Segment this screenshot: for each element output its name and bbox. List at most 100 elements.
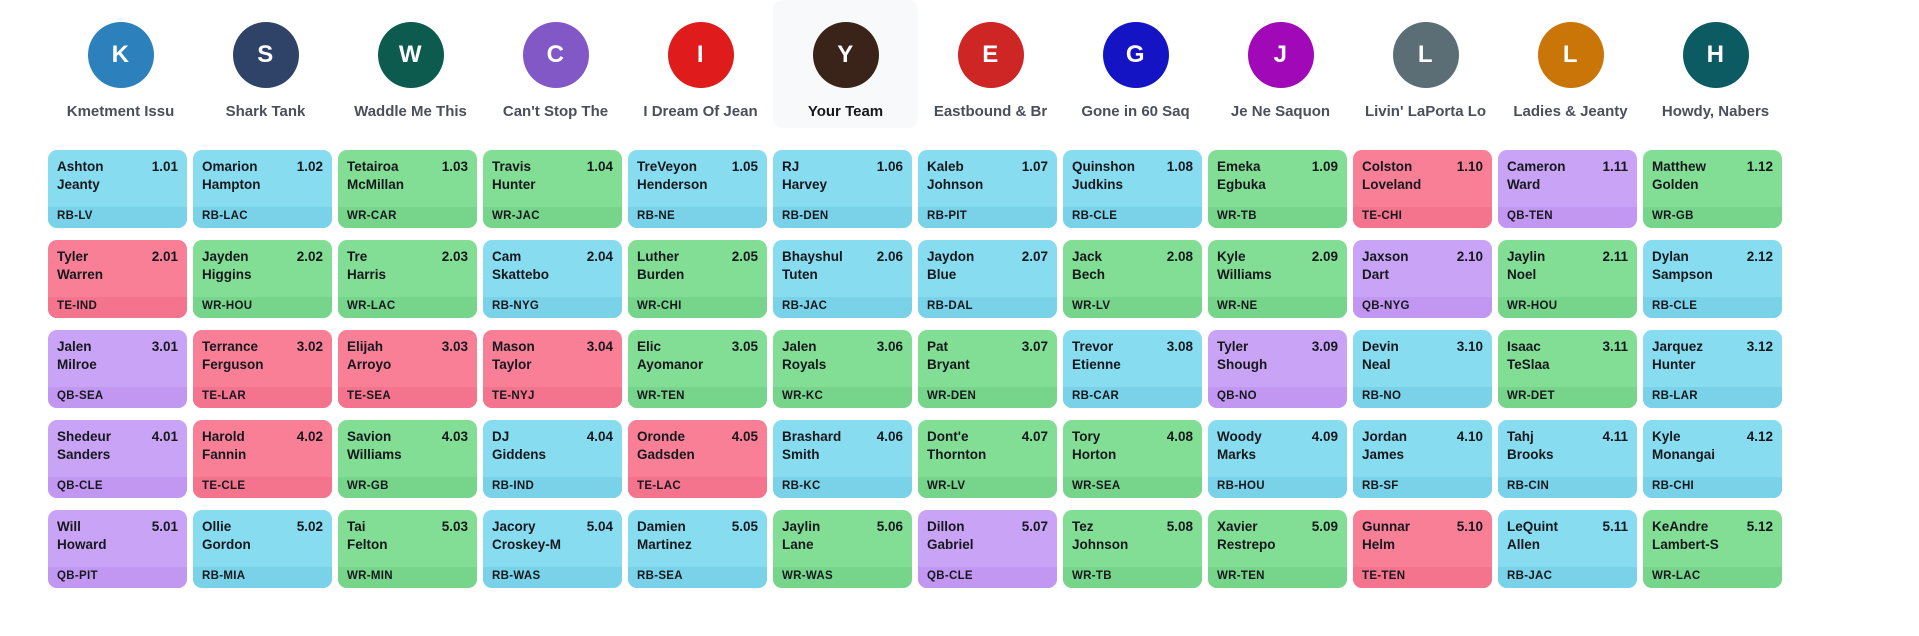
pick-cell[interactable]: Jacory 5.04 Croskey-M RB-WAS xyxy=(483,510,628,594)
pick-cell[interactable]: Ollie 5.02 Gordon RB-MIA xyxy=(193,510,338,594)
team-avatar[interactable]: L xyxy=(1537,22,1604,88)
pick-cell[interactable]: Bhayshul 2.06 Tuten RB-JAC xyxy=(773,240,918,324)
pick-cell[interactable]: Emeka 1.09 Egbuka WR-TB xyxy=(1208,150,1353,234)
pick-cell[interactable]: Tahj 4.11 Brooks RB-CIN xyxy=(1498,420,1643,504)
team-avatar[interactable]: L xyxy=(1392,22,1459,88)
pick-card[interactable]: Will 5.01 Howard QB-PIT xyxy=(48,510,187,588)
pick-cell[interactable]: Trevor 3.08 Etienne RB-CAR xyxy=(1063,330,1208,414)
pick-card[interactable]: Tyler 3.09 Shough QB-NO xyxy=(1208,330,1347,408)
pick-card[interactable]: Omarion 1.02 Hampton RB-LAC xyxy=(193,150,332,228)
team-column-9[interactable]: L Livin' LaPorta Lo xyxy=(1353,0,1498,128)
pick-cell[interactable]: Colston 1.10 Loveland TE-CHI xyxy=(1353,150,1498,234)
pick-card[interactable]: Trevor 3.08 Etienne RB-CAR xyxy=(1063,330,1202,408)
team-column-11[interactable]: H Howdy, Nabers xyxy=(1643,0,1788,128)
team-avatar[interactable]: Y xyxy=(812,22,879,88)
pick-card[interactable]: Cam 2.04 Skattebo RB-NYG xyxy=(483,240,622,318)
pick-card[interactable]: Tetairoa 1.03 McMillan WR-CAR xyxy=(338,150,477,228)
pick-cell[interactable]: Brashard 4.06 Smith RB-KC xyxy=(773,420,918,504)
pick-card[interactable]: Dillon 5.07 Gabriel QB-CLE xyxy=(918,510,1057,588)
pick-card[interactable]: Jayden 2.02 Higgins WR-HOU xyxy=(193,240,332,318)
pick-card[interactable]: Tory 4.08 Horton WR-SEA xyxy=(1063,420,1202,498)
team-avatar[interactable]: J xyxy=(1247,22,1314,88)
pick-cell[interactable]: Elic 3.05 Ayomanor WR-TEN xyxy=(628,330,773,414)
pick-cell[interactable]: Terrance 3.02 Ferguson TE-LAR xyxy=(193,330,338,414)
pick-cell[interactable]: Tre 2.03 Harris WR-LAC xyxy=(338,240,483,324)
team-column-0[interactable]: K Kmetment Issu xyxy=(48,0,193,128)
pick-card[interactable]: Tez 5.08 Johnson WR-TB xyxy=(1063,510,1202,588)
team-avatar[interactable]: E xyxy=(957,22,1024,88)
pick-card[interactable]: Damien 5.05 Martinez RB-SEA xyxy=(628,510,767,588)
pick-card[interactable]: Travis 1.04 Hunter WR-JAC xyxy=(483,150,622,228)
pick-card[interactable]: Pat 3.07 Bryant WR-DEN xyxy=(918,330,1057,408)
pick-cell[interactable]: Tetairoa 1.03 McMillan WR-CAR xyxy=(338,150,483,234)
team-column-10[interactable]: L Ladies & Jeanty xyxy=(1498,0,1643,128)
team-avatar[interactable]: G xyxy=(1102,22,1169,88)
team-avatar[interactable]: I xyxy=(667,22,734,88)
pick-card[interactable]: Harold 4.02 Fannin TE-CLE xyxy=(193,420,332,498)
pick-cell[interactable]: Cameron 1.11 Ward QB-TEN xyxy=(1498,150,1643,234)
pick-cell[interactable]: Ashton 1.01 Jeanty RB-LV xyxy=(48,150,193,234)
pick-cell[interactable]: LeQuint 5.11 Allen RB-JAC xyxy=(1498,510,1643,594)
team-avatar[interactable]: S xyxy=(232,22,299,88)
pick-card[interactable]: Tahj 4.11 Brooks RB-CIN xyxy=(1498,420,1637,498)
pick-card[interactable]: Matthew 1.12 Golden WR-GB xyxy=(1643,150,1782,228)
pick-cell[interactable]: Tory 4.08 Horton WR-SEA xyxy=(1063,420,1208,504)
pick-cell[interactable]: Cam 2.04 Skattebo RB-NYG xyxy=(483,240,628,324)
pick-card[interactable]: Tai 5.03 Felton WR-MIN xyxy=(338,510,477,588)
pick-cell[interactable]: Will 5.01 Howard QB-PIT xyxy=(48,510,193,594)
team-column-3[interactable]: C Can't Stop The xyxy=(483,0,628,128)
pick-cell[interactable]: Tyler 3.09 Shough QB-NO xyxy=(1208,330,1353,414)
pick-cell[interactable]: Pat 3.07 Bryant WR-DEN xyxy=(918,330,1063,414)
pick-cell[interactable]: Tyler 2.01 Warren TE-IND xyxy=(48,240,193,324)
pick-card[interactable]: Jordan 4.10 James RB-SF xyxy=(1353,420,1492,498)
pick-card[interactable]: Jarquez 3.12 Hunter RB-LAR xyxy=(1643,330,1782,408)
pick-cell[interactable]: TreVeyon 1.05 Henderson RB-NE xyxy=(628,150,773,234)
pick-card[interactable]: Luther 2.05 Burden WR-CHI xyxy=(628,240,767,318)
pick-card[interactable]: Elijah 3.03 Arroyo TE-SEA xyxy=(338,330,477,408)
pick-cell[interactable]: Savion 4.03 Williams WR-GB xyxy=(338,420,483,504)
pick-card[interactable]: Jack 2.08 Bech WR-LV xyxy=(1063,240,1202,318)
pick-card[interactable]: Savion 4.03 Williams WR-GB xyxy=(338,420,477,498)
team-column-5[interactable]: Y Your Team xyxy=(773,0,918,128)
team-column-2[interactable]: W Waddle Me This xyxy=(338,0,483,128)
pick-cell[interactable]: Jalen 3.01 Milroe QB-SEA xyxy=(48,330,193,414)
pick-cell[interactable]: Omarion 1.02 Hampton RB-LAC xyxy=(193,150,338,234)
pick-card[interactable]: Gunnar 5.10 Helm TE-TEN xyxy=(1353,510,1492,588)
pick-card[interactable]: DJ 4.04 Giddens RB-IND xyxy=(483,420,622,498)
pick-cell[interactable]: Quinshon 1.08 Judkins RB-CLE xyxy=(1063,150,1208,234)
pick-card[interactable]: Elic 3.05 Ayomanor WR-TEN xyxy=(628,330,767,408)
pick-card[interactable]: Emeka 1.09 Egbuka WR-TB xyxy=(1208,150,1347,228)
pick-cell[interactable]: Dylan 2.12 Sampson RB-CLE xyxy=(1643,240,1788,324)
pick-cell[interactable]: Travis 1.04 Hunter WR-JAC xyxy=(483,150,628,234)
pick-card[interactable]: Ollie 5.02 Gordon RB-MIA xyxy=(193,510,332,588)
pick-cell[interactable]: Xavier 5.09 Restrepo WR-TEN xyxy=(1208,510,1353,594)
pick-cell[interactable]: Shedeur 4.01 Sanders QB-CLE xyxy=(48,420,193,504)
pick-cell[interactable]: Jaylin 5.06 Lane WR-WAS xyxy=(773,510,918,594)
pick-card[interactable]: KeAndre 5.12 Lambert-S WR-LAC xyxy=(1643,510,1782,588)
pick-cell[interactable]: Jaylin 2.11 Noel WR-HOU xyxy=(1498,240,1643,324)
pick-cell[interactable]: Kaleb 1.07 Johnson RB-PIT xyxy=(918,150,1063,234)
pick-card[interactable]: Kaleb 1.07 Johnson RB-PIT xyxy=(918,150,1057,228)
pick-card[interactable]: Tre 2.03 Harris WR-LAC xyxy=(338,240,477,318)
pick-card[interactable]: Mason 3.04 Taylor TE-NYJ xyxy=(483,330,622,408)
pick-cell[interactable]: Luther 2.05 Burden WR-CHI xyxy=(628,240,773,324)
team-column-7[interactable]: G Gone in 60 Saq xyxy=(1063,0,1208,128)
pick-card[interactable]: Jaylin 2.11 Noel WR-HOU xyxy=(1498,240,1637,318)
pick-card[interactable]: TreVeyon 1.05 Henderson RB-NE xyxy=(628,150,767,228)
pick-card[interactable]: Bhayshul 2.06 Tuten RB-JAC xyxy=(773,240,912,318)
pick-cell[interactable]: Kyle 2.09 Williams WR-NE xyxy=(1208,240,1353,324)
team-avatar[interactable]: K xyxy=(87,22,154,88)
pick-card[interactable]: Isaac 3.11 TeSlaa WR-DET xyxy=(1498,330,1637,408)
pick-card[interactable]: Brashard 4.06 Smith RB-KC xyxy=(773,420,912,498)
pick-card[interactable]: Tyler 2.01 Warren TE-IND xyxy=(48,240,187,318)
pick-cell[interactable]: Mason 3.04 Taylor TE-NYJ xyxy=(483,330,628,414)
pick-cell[interactable]: DJ 4.04 Giddens RB-IND xyxy=(483,420,628,504)
team-avatar[interactable]: H xyxy=(1682,22,1749,88)
pick-card[interactable]: Kyle 4.12 Monangai RB-CHI xyxy=(1643,420,1782,498)
pick-card[interactable]: Colston 1.10 Loveland TE-CHI xyxy=(1353,150,1492,228)
pick-cell[interactable]: RJ 1.06 Harvey RB-DEN xyxy=(773,150,918,234)
team-column-1[interactable]: S Shark Tank xyxy=(193,0,338,128)
pick-card[interactable]: Jaydon 2.07 Blue RB-DAL xyxy=(918,240,1057,318)
pick-card[interactable]: Jalen 3.01 Milroe QB-SEA xyxy=(48,330,187,408)
pick-cell[interactable]: Harold 4.02 Fannin TE-CLE xyxy=(193,420,338,504)
